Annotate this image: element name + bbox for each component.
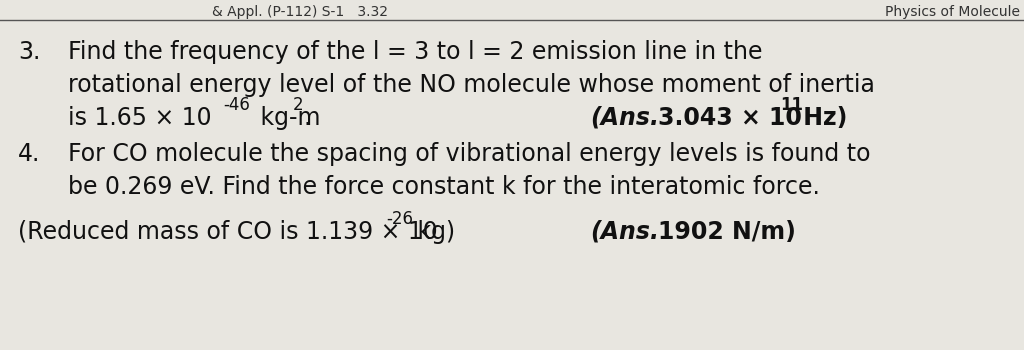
Text: Find the frequency of the l = 3 to l = 2 emission line in the: Find the frequency of the l = 3 to l = 2… — [68, 40, 763, 64]
Text: 4.: 4. — [18, 142, 40, 166]
Text: (Reduced mass of CO is 1.139 × 10: (Reduced mass of CO is 1.139 × 10 — [18, 220, 437, 244]
Text: 3.043 × 10: 3.043 × 10 — [658, 106, 802, 130]
Text: 3.: 3. — [18, 40, 40, 64]
Text: (Ans.: (Ans. — [590, 220, 659, 244]
Text: (Ans.: (Ans. — [590, 106, 659, 130]
Text: Physics of Molecule: Physics of Molecule — [885, 5, 1020, 19]
Text: be 0.269 eV. Find the force constant k for the interatomic force.: be 0.269 eV. Find the force constant k f… — [68, 175, 820, 199]
Text: rotational energy level of the NO molecule whose moment of inertia: rotational energy level of the NO molecu… — [68, 73, 874, 97]
Text: 2: 2 — [293, 96, 304, 114]
Text: -26: -26 — [386, 210, 413, 228]
Text: is 1.65 × 10: is 1.65 × 10 — [68, 106, 212, 130]
Text: kg-m: kg-m — [253, 106, 321, 130]
Text: & Appl. (P-112) S-1   3.32: & Appl. (P-112) S-1 3.32 — [212, 5, 388, 19]
Text: -46: -46 — [223, 96, 250, 114]
Text: kg): kg) — [410, 220, 455, 244]
Text: For CO molecule the spacing of vibrational energy levels is found to: For CO molecule the spacing of vibration… — [68, 142, 870, 166]
Text: 1902 N/m): 1902 N/m) — [658, 220, 796, 244]
Text: Hz): Hz) — [795, 106, 848, 130]
Text: 11: 11 — [780, 96, 803, 114]
Text: .: . — [303, 106, 310, 130]
